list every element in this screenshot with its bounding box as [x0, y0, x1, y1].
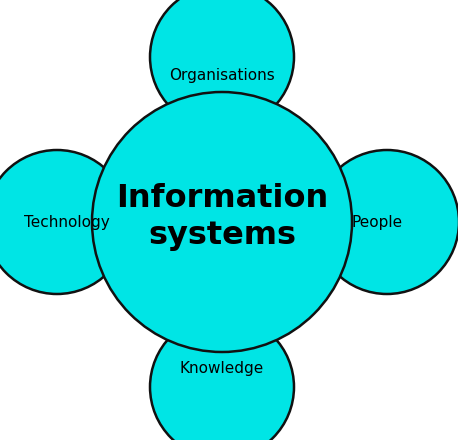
Text: Organisations: Organisations [169, 67, 275, 83]
Circle shape [0, 150, 129, 294]
Circle shape [315, 150, 458, 294]
Circle shape [150, 315, 294, 440]
Text: Knowledge: Knowledge [180, 362, 264, 377]
Text: Information
systems: Information systems [116, 183, 328, 251]
Circle shape [92, 92, 352, 352]
Text: Technology: Technology [24, 214, 110, 230]
Circle shape [150, 0, 294, 129]
Text: People: People [351, 214, 403, 230]
